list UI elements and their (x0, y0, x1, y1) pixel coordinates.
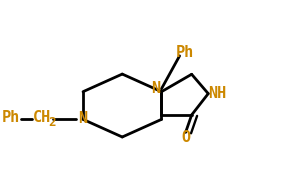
Text: O: O (181, 130, 190, 145)
Text: CH: CH (33, 110, 52, 125)
Text: 2: 2 (49, 116, 56, 129)
Text: Ph: Ph (176, 44, 194, 59)
Text: N: N (151, 81, 161, 96)
Text: N: N (79, 111, 87, 126)
Text: NH: NH (208, 86, 227, 101)
Text: Ph: Ph (2, 110, 20, 125)
